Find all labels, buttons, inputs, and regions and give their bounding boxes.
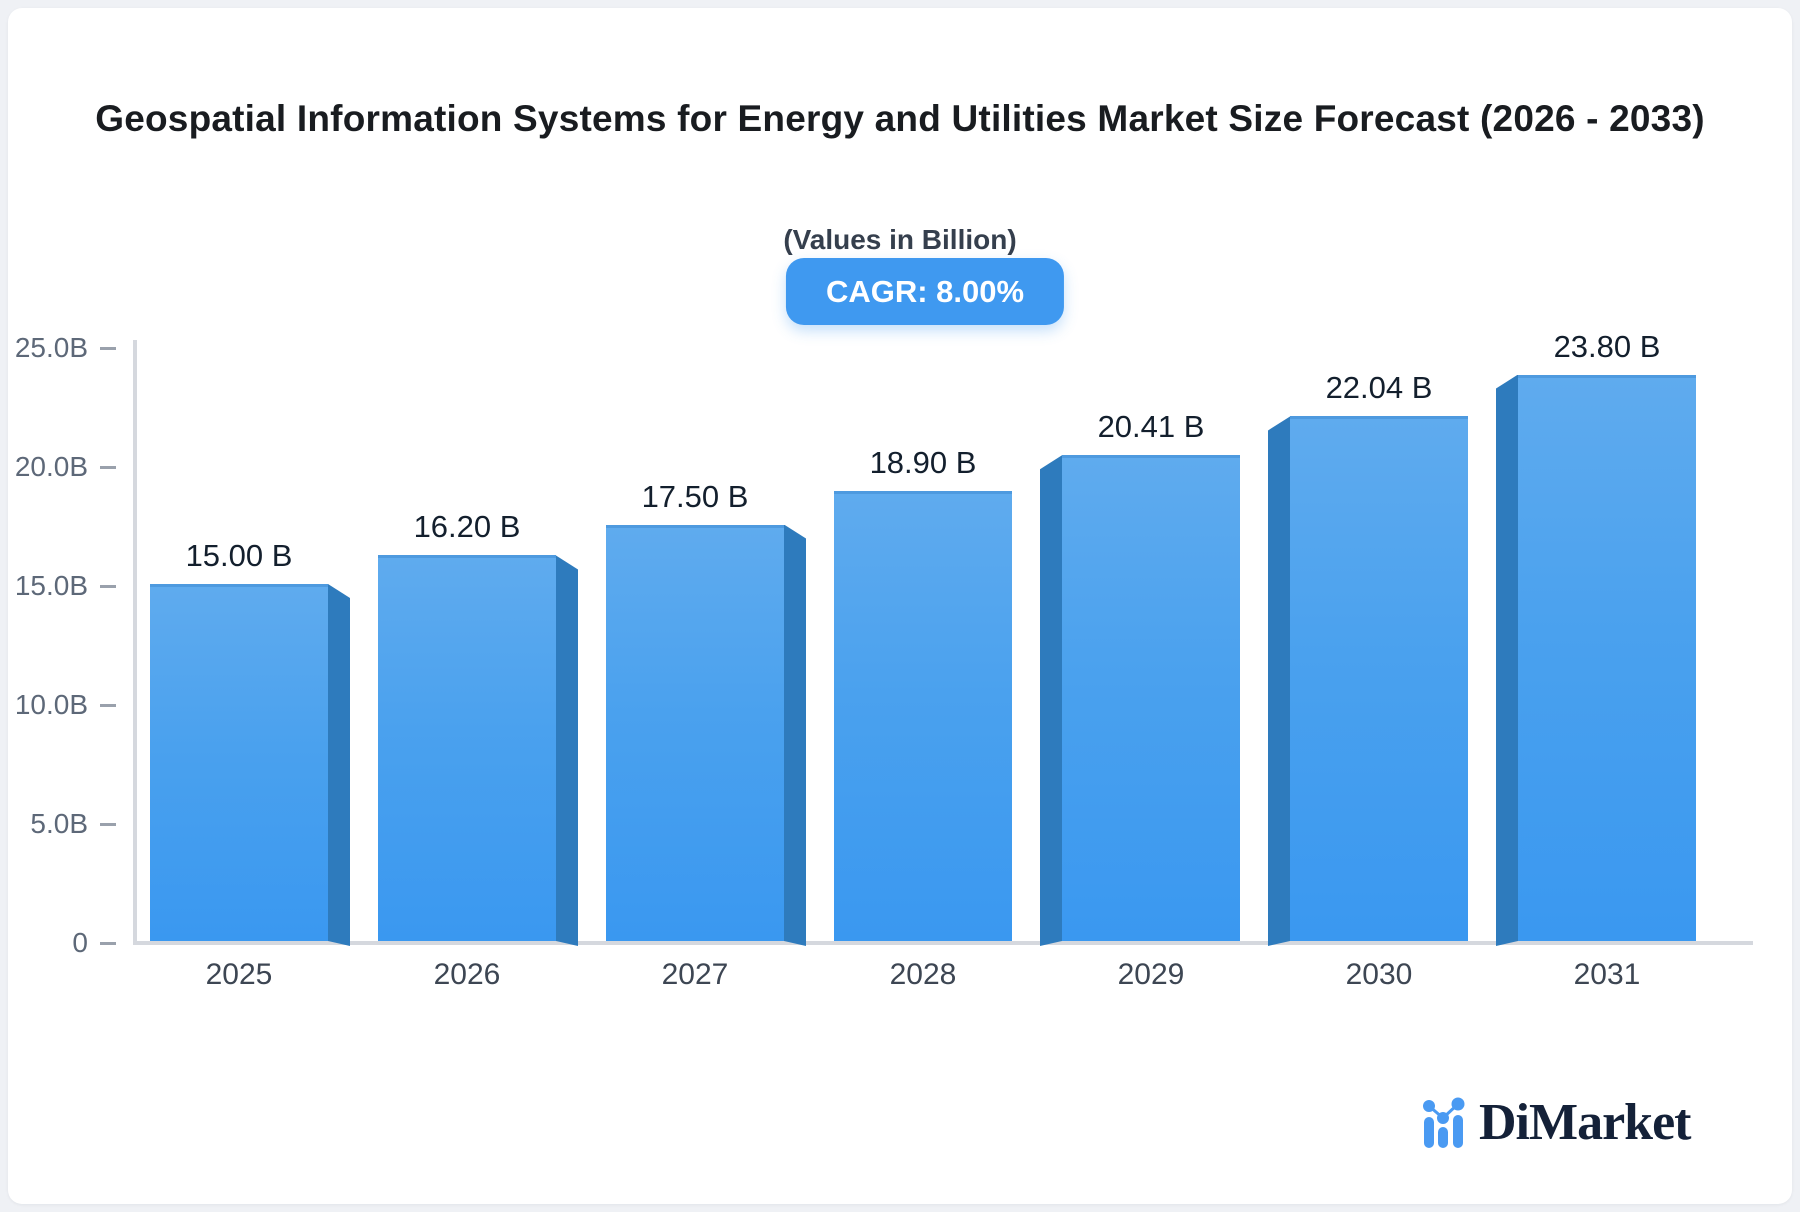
- cagr-badge: CAGR: 8.00%: [785, 258, 1065, 325]
- bar-chart-trend-icon: [1420, 1096, 1466, 1148]
- y-axis-tick-label: 5.0B: [30, 808, 88, 839]
- x-axis-label-2027: 2027: [661, 958, 729, 991]
- y-axis-tick-label: 10.0B: [14, 689, 88, 720]
- x-axis-label-2026: 2026: [433, 958, 501, 991]
- x-axis-label-2029: 2029: [1117, 958, 1185, 991]
- bar-2029[interactable]: [1062, 455, 1240, 941]
- y-axis-tick-label: 20.0B: [14, 451, 88, 482]
- cagr-badge-label: CAGR: 8.00%: [825, 273, 1025, 309]
- bar-3d-side-2031: [1496, 375, 1518, 946]
- bar-2027[interactable]: [606, 524, 784, 941]
- bar-3d-side-2027: [784, 525, 806, 947]
- y-axis-tick-label: 15.0B: [14, 570, 88, 601]
- bar-value-label-2025: 15.00 B: [185, 538, 293, 573]
- bar-2031[interactable]: [1518, 374, 1696, 941]
- bar-value-label-2027: 17.50 B: [641, 478, 749, 514]
- x-axis-label-2030: 2030: [1345, 958, 1413, 991]
- y-axis-tick-label: 25.0B: [14, 332, 88, 363]
- bar-2028[interactable]: [834, 491, 1012, 941]
- y-axis-tick: [100, 703, 116, 707]
- y-axis-tick: [100, 584, 116, 588]
- bar-3d-side-2025: [328, 584, 350, 946]
- y-axis-tick: [100, 465, 116, 469]
- y-axis-tick: [100, 941, 116, 945]
- bar-value-label-2028: 18.90 B: [869, 445, 977, 481]
- chart-title: Geospatial Information Systems for Energ…: [95, 98, 1705, 139]
- bar-value-label-2026: 16.20 B: [413, 509, 521, 545]
- x-axis-label-2028: 2028: [889, 958, 957, 991]
- bar-value-label-2029: 20.41 B: [1097, 409, 1205, 445]
- x-axis-line: [133, 941, 1753, 945]
- bar-2026[interactable]: [378, 555, 556, 941]
- brand-name: DiMarket: [1479, 1094, 1691, 1151]
- bar-2025[interactable]: [150, 584, 328, 941]
- bar-3d-side-2029: [1040, 455, 1062, 946]
- bar-value-label-2031: 23.80 B: [1553, 328, 1661, 364]
- bar-3d-side-2026: [556, 555, 578, 946]
- chart-subtitle: (Values in Billion): [783, 224, 1017, 255]
- bar-3d-side-2030: [1268, 416, 1290, 946]
- x-axis-label-2025: 2025: [205, 958, 273, 991]
- bar-value-label-2030: 22.04 B: [1325, 370, 1433, 406]
- brand-logo: DiMarket: [1420, 1094, 1691, 1151]
- x-axis-label-2031: 2031: [1573, 958, 1641, 991]
- y-axis-tick: [100, 346, 116, 350]
- bar-2030[interactable]: [1290, 416, 1468, 941]
- y-axis-tick: [100, 822, 116, 826]
- y-axis-line: [133, 340, 137, 945]
- y-axis-tick-label: 0: [72, 927, 88, 958]
